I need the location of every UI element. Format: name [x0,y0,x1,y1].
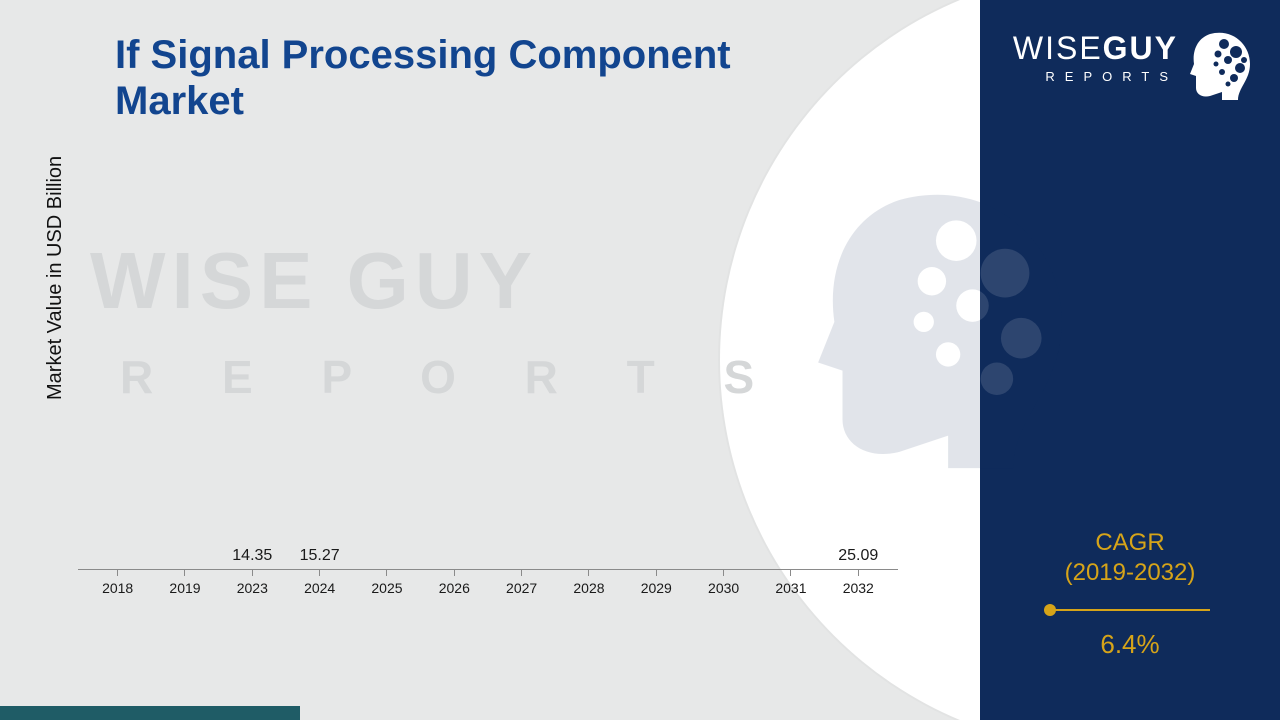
x-tick-label: 2032 [843,580,874,596]
x-tick: 2023 [219,570,286,600]
x-tick-label: 2031 [775,580,806,596]
bar-value-label: 25.09 [838,547,878,565]
x-tick: 2018 [84,570,151,600]
brand-logo: WISEGUY REPORTS [1013,30,1252,102]
x-tick-label: 2030 [708,580,739,596]
bar-value-label: 14.35 [232,547,272,565]
logo-brand-light: WISE [1013,30,1103,66]
tick-mark [790,570,791,576]
x-tick: 2028 [555,570,622,600]
bars-container: 14.35 15.27 25.09 [78,180,898,569]
x-tick: 2024 [286,570,353,600]
x-tick-label: 2028 [573,580,604,596]
y-axis-label: Market Value in USD Billion [44,156,67,400]
tick-mark [521,570,522,576]
cagr-range: (2019-2032) [1030,559,1230,587]
x-tick: 2019 [151,570,218,600]
infographic-stage: WISE GUY R E P O R T S If Signal Process… [0,0,1280,720]
x-tick-label: 2018 [102,580,133,596]
tick-mark [656,570,657,576]
tick-mark [858,570,859,576]
tick-mark [588,570,589,576]
plot-area: 14.35 15.27 25.09 [78,180,898,570]
brain-head-icon [1188,30,1252,102]
x-axis: 2018 2019 2023 2024 2025 2026 2027 2028 2029 2030… [78,570,898,600]
x-tick: 2029 [623,570,690,600]
bar-value-label: 15.27 [300,547,340,565]
cagr-value: 6.4% [1030,629,1230,660]
x-tick-label: 2019 [169,580,200,596]
logo-text: WISEGUY REPORTS [1013,30,1178,84]
x-tick-label: 2027 [506,580,537,596]
x-tick-label: 2023 [237,580,268,596]
x-tick: 2031 [757,570,824,600]
x-tick-label: 2024 [304,580,335,596]
logo-brand-bold: GUY [1103,30,1178,66]
watermark-head-icon [810,180,1070,480]
tick-mark [386,570,387,576]
x-tick: 2032 [825,570,892,600]
x-tick-label: 2025 [371,580,402,596]
tick-mark [252,570,253,576]
logo-brand: WISEGUY [1013,30,1178,67]
tick-mark [319,570,320,576]
x-tick: 2026 [421,570,488,600]
bottom-accent-strip [0,706,300,720]
cagr-title: CAGR [1030,529,1230,557]
chart-title: If Signal Processing Component Market [115,32,815,124]
tick-mark [117,570,118,576]
cagr-block: CAGR (2019-2032) 6.4% [1030,529,1230,660]
x-tick-label: 2029 [641,580,672,596]
tick-mark [723,570,724,576]
x-tick: 2030 [690,570,757,600]
tick-mark [454,570,455,576]
tick-mark [184,570,185,576]
x-tick: 2027 [488,570,555,600]
cagr-divider [1050,609,1210,611]
bar-chart: 14.35 15.27 25.09 2018 2019 2023 2024 2025 2026… [78,180,898,600]
x-tick-label: 2026 [439,580,470,596]
x-tick: 2025 [353,570,420,600]
logo-subtext: REPORTS [1045,69,1178,84]
